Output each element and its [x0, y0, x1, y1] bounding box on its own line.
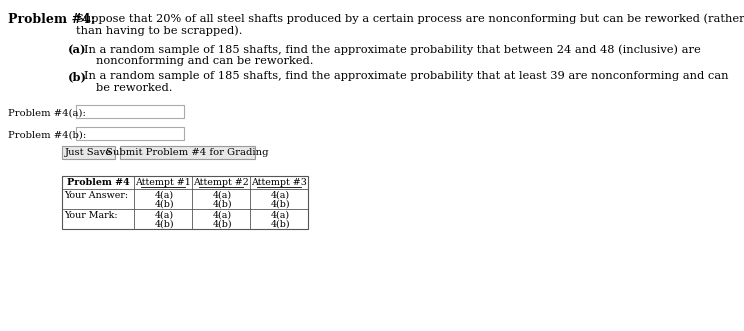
Text: 4(b): 4(b)	[155, 200, 175, 209]
Text: Attempt #1: Attempt #1	[135, 178, 191, 187]
Text: Attempt #2: Attempt #2	[193, 178, 249, 187]
FancyBboxPatch shape	[76, 105, 184, 118]
Text: Your Mark:: Your Mark:	[64, 211, 118, 220]
Text: (b): (b)	[68, 71, 87, 82]
Text: 4(b): 4(b)	[155, 220, 175, 229]
Text: Problem #4(a):: Problem #4(a):	[8, 109, 86, 118]
Text: Just Save: Just Save	[65, 148, 112, 157]
Text: Submit Problem #4 for Grading: Submit Problem #4 for Grading	[106, 148, 269, 157]
Text: Suppose that 20% of all steel shafts produced by a certain process are nonconfor: Suppose that 20% of all steel shafts pro…	[76, 13, 744, 24]
Text: In a random sample of 185 shafts, find the approximate probability that between : In a random sample of 185 shafts, find t…	[84, 44, 701, 55]
Text: 4(a): 4(a)	[271, 191, 290, 200]
FancyBboxPatch shape	[62, 176, 308, 229]
Text: In a random sample of 185 shafts, find the approximate probability that at least: In a random sample of 185 shafts, find t…	[84, 71, 728, 81]
Text: Your Answer:: Your Answer:	[64, 191, 128, 200]
Text: Attempt #3: Attempt #3	[251, 178, 307, 187]
Text: 4(a): 4(a)	[155, 191, 174, 200]
Text: be reworked.: be reworked.	[96, 83, 173, 93]
Text: 4(b): 4(b)	[213, 220, 233, 229]
FancyBboxPatch shape	[76, 127, 184, 140]
Text: 4(b): 4(b)	[271, 220, 291, 229]
FancyBboxPatch shape	[62, 146, 115, 159]
Text: 4(a): 4(a)	[155, 211, 174, 220]
Text: than having to be scrapped).: than having to be scrapped).	[76, 25, 243, 35]
Text: (a): (a)	[68, 44, 86, 55]
Text: Problem #4(b):: Problem #4(b):	[8, 131, 86, 140]
Text: nonconforming and can be reworked.: nonconforming and can be reworked.	[96, 56, 313, 66]
Text: 4(a): 4(a)	[213, 191, 232, 200]
Text: 4(b): 4(b)	[271, 200, 291, 209]
FancyBboxPatch shape	[120, 146, 255, 159]
Text: 4(a): 4(a)	[213, 211, 232, 220]
Text: 4(a): 4(a)	[271, 211, 290, 220]
Text: Problem #4:: Problem #4:	[8, 13, 95, 26]
Text: 4(b): 4(b)	[213, 200, 233, 209]
Text: Problem #4: Problem #4	[67, 178, 129, 187]
